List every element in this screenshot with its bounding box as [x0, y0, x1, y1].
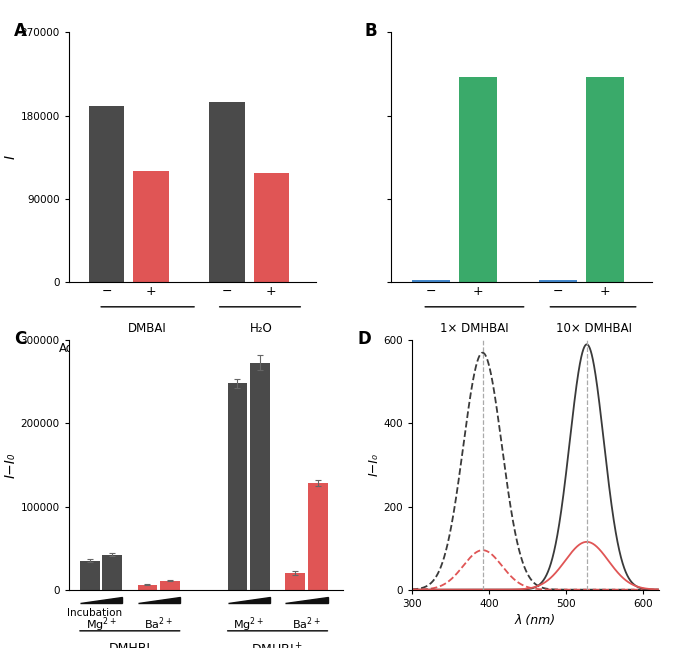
Polygon shape	[285, 597, 327, 603]
Text: DMHBI: DMHBI	[109, 642, 151, 648]
Bar	[89, 106, 124, 282]
Bar	[308, 483, 327, 590]
Text: Ba$^{2+}$: Ba$^{2+}$	[144, 616, 173, 632]
Bar	[587, 76, 624, 282]
Text: 10× DMHBAI: 10× DMHBAI	[556, 322, 632, 335]
Bar	[228, 384, 248, 590]
Polygon shape	[138, 597, 180, 603]
Bar	[138, 584, 157, 590]
Bar	[254, 173, 289, 282]
Y-axis label: I: I	[3, 155, 18, 159]
Text: D: D	[357, 330, 371, 348]
Text: 1× DMHBAI: 1× DMHBAI	[440, 322, 509, 335]
Bar	[160, 581, 180, 590]
Bar	[102, 555, 122, 590]
Text: Ba$^{2+}$: Ba$^{2+}$	[292, 616, 321, 632]
Bar	[459, 76, 497, 282]
Y-axis label: I−I₀: I−I₀	[367, 454, 380, 476]
Bar	[209, 102, 245, 282]
Text: H₂O: H₂O	[250, 322, 272, 335]
Text: Incubation: Incubation	[67, 608, 122, 618]
Bar	[80, 561, 99, 590]
Bar	[539, 280, 577, 282]
Text: B: B	[365, 23, 377, 40]
Text: Mg$^{2+}$: Mg$^{2+}$	[86, 616, 117, 634]
Bar	[412, 280, 450, 282]
Text: DMHBI$^+$: DMHBI$^+$	[252, 642, 304, 648]
Bar	[285, 573, 305, 590]
Text: Additive: Additive	[59, 341, 107, 354]
Polygon shape	[228, 597, 270, 603]
Text: Mg$^{2+}$: Mg$^{2+}$	[233, 616, 264, 634]
Text: DMBAI: DMBAI	[128, 322, 167, 335]
X-axis label: λ (nm): λ (nm)	[514, 614, 556, 627]
Bar	[250, 363, 270, 590]
Text: C: C	[14, 330, 26, 348]
Polygon shape	[80, 597, 122, 603]
Text: A: A	[14, 23, 27, 40]
Y-axis label: I−I₀: I−I₀	[3, 452, 18, 478]
Bar	[133, 171, 169, 282]
